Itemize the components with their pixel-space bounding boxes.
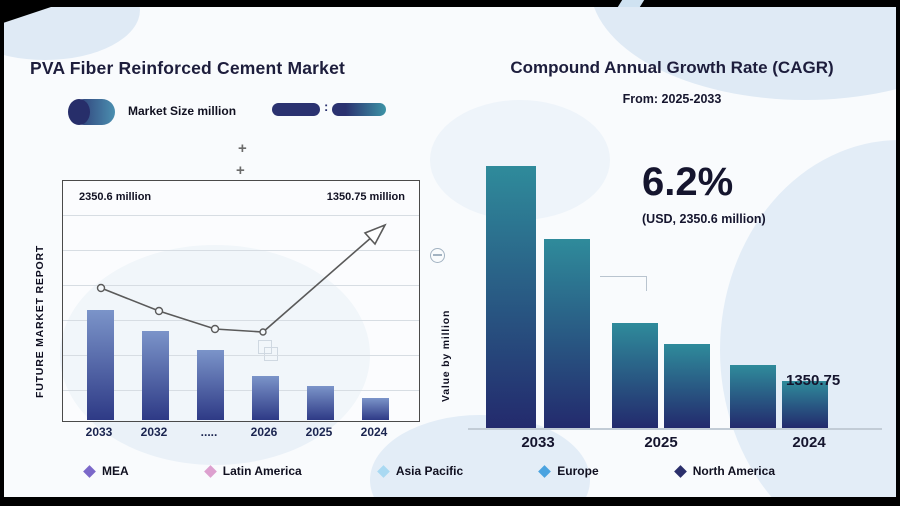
left-x-label: 2026 xyxy=(250,425,278,439)
legend-diamond-icon xyxy=(673,464,687,478)
gridline xyxy=(63,250,419,251)
cagr-value: 6.2% xyxy=(642,160,734,204)
left-bar-2026 xyxy=(252,376,279,420)
left-chart-title: PVA Fiber Reinforced Cement Market xyxy=(30,58,346,78)
left-x-label: 2033 xyxy=(85,425,113,439)
right-chart-value-label: 1350.75 xyxy=(786,372,841,389)
right-x-label: 2024 xyxy=(792,434,826,451)
right-x-label: 2033 xyxy=(521,434,555,451)
gridline xyxy=(63,355,419,356)
legend-diamond-icon xyxy=(538,464,552,478)
right-bar-2025-bar-2 xyxy=(664,344,710,428)
gridline xyxy=(63,215,419,216)
cagr-period-subtitle: From: 2025-2033 xyxy=(622,92,722,106)
legend-pill-gradient xyxy=(332,103,386,116)
right-bar-2033-bar-2 xyxy=(544,239,590,428)
region-legend: MEA Latin America Asia Pacific Europe North … xyxy=(83,464,775,478)
gridline xyxy=(63,285,419,286)
plus-decoration: + xyxy=(238,140,247,157)
frame-left xyxy=(0,0,4,506)
legend-item-label: Europe xyxy=(557,464,599,478)
right-y-axis-label: Value by million xyxy=(440,309,452,402)
frame-top xyxy=(0,0,900,7)
square-doodle-icon xyxy=(264,347,278,361)
legend-item-label: North America xyxy=(692,464,775,478)
cylinder-icon xyxy=(68,99,115,125)
legend-item-north-america: North America xyxy=(673,464,775,478)
legend-item-mea: MEA xyxy=(83,464,129,478)
annotation-start-value: 2350.6 million xyxy=(79,191,152,203)
legend-diamond-icon xyxy=(376,464,390,478)
market-size-chart: 2350.6 million 1350.75 million xyxy=(62,180,420,422)
left-bar-2025 xyxy=(307,386,334,420)
left-y-axis-label: FUTURE MARKET REPORT xyxy=(34,244,46,398)
frame-notch xyxy=(617,0,645,7)
right-chart-baseline xyxy=(468,428,882,430)
left-x-axis-labels: 2033 2032..... 2026 2025 2024 xyxy=(62,425,418,443)
frame-right xyxy=(896,0,900,506)
right-bar-2033-bar-1 xyxy=(486,166,536,428)
market-size-legend-label: Market Size million xyxy=(128,104,237,118)
cagr-usd-note: (USD, 2350.6 million) xyxy=(642,212,766,226)
plus-decoration: + xyxy=(236,162,245,179)
left-x-label: 2024 xyxy=(360,425,388,439)
right-bar-2024-bar-2 xyxy=(782,381,828,428)
left-bar-2024 xyxy=(362,398,389,420)
right-bar-2025-bar-1 xyxy=(612,323,658,428)
left-x-label: 2032 xyxy=(140,425,168,439)
left-x-label: 2025 xyxy=(305,425,333,439)
left-x-label: ..... xyxy=(200,425,218,439)
legend-item-label: MEA xyxy=(102,464,129,478)
gridline xyxy=(63,320,419,321)
trend-line-arrow xyxy=(96,223,387,336)
right-x-axis-labels: 2033 2025 2024 xyxy=(468,434,882,456)
legend-item-latin-america: Latin America xyxy=(203,464,302,478)
legend-item-label: Asia Pacific xyxy=(395,464,464,478)
legend-pill-dark xyxy=(272,103,320,116)
right-bar-2024-bar-1 xyxy=(730,365,776,428)
legend-pill-separator: : xyxy=(324,99,329,114)
cagr-chart xyxy=(468,158,882,430)
frame-corner xyxy=(0,0,72,24)
legend-diamond-icon xyxy=(83,464,96,478)
corner-line-doodle xyxy=(600,276,647,291)
legend-diamond-icon xyxy=(203,464,217,478)
right-x-label: 2025 xyxy=(644,434,678,451)
legend-item-asia-pacific: Asia Pacific xyxy=(376,464,464,478)
right-chart-title: Compound Annual Growth Rate (CAGR) xyxy=(510,58,834,77)
left-bar-2032 xyxy=(142,331,169,420)
left-bar-2033 xyxy=(87,310,114,420)
frame-bottom xyxy=(0,497,900,506)
annotation-end-value: 1350.75 million xyxy=(326,191,405,203)
legend-item-europe: Europe xyxy=(538,464,599,478)
legend-item-label: Latin America xyxy=(222,464,302,478)
gridline xyxy=(63,390,419,391)
circle-doodle-icon xyxy=(430,248,445,263)
left-bar-..... xyxy=(197,350,224,420)
